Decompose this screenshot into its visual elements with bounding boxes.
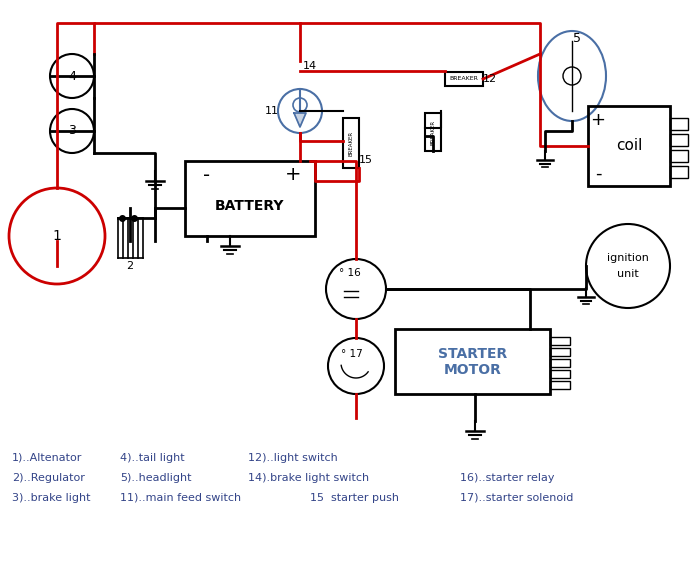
Text: 1: 1 [52, 229, 62, 243]
Bar [550, 370, 570, 378]
Text: 12: 12 [483, 74, 497, 84]
Text: BREAKER: BREAKER [430, 119, 435, 144]
Text: 1)..Altenator: 1)..Altenator [12, 453, 83, 463]
Bar [670, 118, 688, 130]
Text: 4)..tail light: 4)..tail light [120, 453, 185, 463]
Text: BREAKER: BREAKER [449, 76, 478, 82]
Bar [550, 348, 570, 356]
Text: 16)..starter relay: 16)..starter relay [460, 473, 554, 483]
Text: 3: 3 [68, 125, 76, 138]
Bar [670, 150, 688, 162]
Text: STARTER: STARTER [438, 348, 507, 362]
Text: +: + [591, 111, 606, 129]
Text: MOTOR: MOTOR [444, 363, 501, 378]
Text: unit: unit [617, 269, 639, 279]
Text: BATTERY: BATTERY [216, 199, 285, 213]
Text: coil: coil [616, 139, 642, 153]
Text: ignition: ignition [607, 253, 649, 263]
Bar [670, 166, 688, 178]
Text: 11: 11 [265, 106, 279, 116]
Text: 15: 15 [359, 155, 373, 165]
Text: 2)..Regulator: 2)..Regulator [12, 473, 85, 483]
Text: ° 16: ° 16 [339, 268, 361, 278]
Bar [395, 329, 550, 394]
Bar [550, 381, 570, 389]
Text: 5)..headlight: 5)..headlight [120, 473, 192, 483]
Bar [550, 337, 570, 345]
Text: ° 17: ° 17 [341, 349, 363, 359]
Bar [185, 161, 315, 236]
Bar [425, 113, 441, 151]
Bar [670, 134, 688, 146]
Bar [550, 359, 570, 367]
Bar [588, 106, 670, 186]
Text: 15  starter push: 15 starter push [310, 493, 399, 503]
Text: 4: 4 [68, 70, 76, 83]
Polygon shape [294, 113, 306, 127]
Bar [445, 72, 483, 86]
Text: 5: 5 [573, 32, 581, 45]
Text: 14: 14 [303, 61, 317, 71]
Text: 3)..brake light: 3)..brake light [12, 493, 90, 503]
Text: 14).brake light switch: 14).brake light switch [248, 473, 369, 483]
Text: +: + [285, 165, 301, 185]
Text: BREAKER: BREAKER [349, 130, 354, 156]
Text: 17)..starter solenoid: 17)..starter solenoid [460, 493, 573, 503]
Text: -: - [204, 165, 211, 185]
Bar [343, 118, 359, 168]
Text: 11)..main feed switch: 11)..main feed switch [120, 493, 241, 503]
Text: 12)..light switch: 12)..light switch [248, 453, 337, 463]
Text: -: - [595, 165, 601, 183]
Text: 2: 2 [127, 261, 134, 271]
